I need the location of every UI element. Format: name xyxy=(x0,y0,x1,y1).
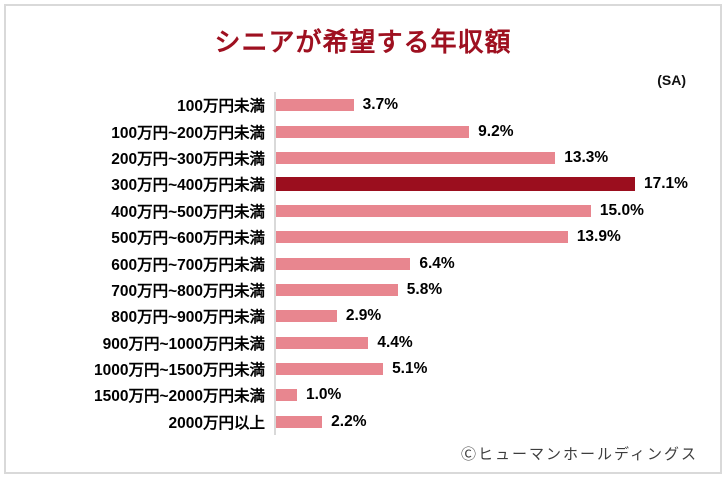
chart-row: 300万円~400万円未満 17.1% xyxy=(6,171,720,198)
category-label: 900万円~1000万円未満 xyxy=(102,335,265,353)
chart-row: 800万円~900万円未満 2.9% xyxy=(6,303,720,330)
bar xyxy=(276,389,297,402)
chart-row: 2000万円以上 2.2% xyxy=(6,408,720,436)
sa-note: (SA) xyxy=(657,72,686,88)
category-label: 700万円~800万円未満 xyxy=(111,282,265,300)
bar-area: 13.3% xyxy=(274,144,720,172)
chart-row: 700万円~800万円未満 5.8% xyxy=(6,276,720,304)
chart-row: 100万円未満 3.7% xyxy=(6,92,720,119)
value-label: 17.1% xyxy=(644,175,688,193)
bar-area: 15.0% xyxy=(274,197,720,224)
bar xyxy=(276,415,323,428)
bar xyxy=(276,363,384,376)
bar-area: 1.0% xyxy=(274,382,720,409)
chart-title: シニアが希望する年収額 xyxy=(214,27,512,57)
value-label: 15.0% xyxy=(599,201,644,219)
value-label: 5.8% xyxy=(406,280,443,298)
value-label: 9.2% xyxy=(478,122,514,140)
bar-area: 6.4% xyxy=(274,250,720,277)
bar xyxy=(276,99,354,112)
chart-row: 400万円~500万円未満 15.0% xyxy=(6,197,720,224)
bar xyxy=(276,310,337,323)
bar-chart: 100万円未満 3.7% 100万円~200万円未満 9.2% 200万円~300万円未… xyxy=(6,92,720,436)
value-label: 5.1% xyxy=(392,360,428,378)
chart-row: 1000万円~1500万円未満 5.1% xyxy=(6,355,720,383)
bar-area: 5.8% xyxy=(274,276,720,304)
value-label: 13.3% xyxy=(564,148,609,166)
bar-area: 2.2% xyxy=(274,408,720,436)
bar xyxy=(276,177,635,192)
bar-area: 5.1% xyxy=(274,355,720,383)
category-label: 100万円~200万円未満 xyxy=(111,124,265,142)
category-label: 400万円~500万円未満 xyxy=(111,203,265,221)
chart-row: 500万円~600万円未満 13.9% xyxy=(6,223,720,251)
bar-area: 17.1% xyxy=(274,171,720,198)
bar-area: 9.2% xyxy=(274,118,720,145)
value-label: 13.9% xyxy=(576,228,621,246)
bar-area: 4.4% xyxy=(274,329,720,356)
value-label: 3.7% xyxy=(362,96,399,114)
bar-area: 2.9% xyxy=(274,303,720,330)
bar-area: 3.7% xyxy=(274,92,720,119)
category-label: 600万円~700万円未満 xyxy=(111,256,265,274)
bar xyxy=(276,151,556,164)
chart-row: 100万円~200万円未満 9.2% xyxy=(6,118,720,145)
copyright-watermark: Ⓒヒューマンホールディングス xyxy=(461,446,698,463)
category-label: 500万円~600万円未満 xyxy=(111,230,265,248)
category-label: 200万円~300万円未満 xyxy=(111,150,265,168)
chart-frame: シニアが希望する年収額 (SA) 100万円未満 3.7% 100万円~200万円未… xyxy=(4,4,722,474)
bar xyxy=(276,336,369,349)
bar xyxy=(276,125,470,138)
bar xyxy=(276,257,411,270)
category-label: 2000万円以上 xyxy=(168,414,265,432)
bar xyxy=(276,283,398,296)
value-label: 6.4% xyxy=(419,254,455,272)
value-label: 1.0% xyxy=(305,386,342,404)
value-label: 2.9% xyxy=(345,307,382,325)
chart-row: 600万円~700万円未満 6.4% xyxy=(6,250,720,277)
chart-row: 1500万円~2000万円未満 1.0% xyxy=(6,382,720,409)
bar xyxy=(276,231,568,244)
chart-row: 200万円~300万円未満 13.3% xyxy=(6,144,720,172)
bar-area: 13.9% xyxy=(274,223,720,251)
category-label: 100万円未満 xyxy=(177,98,265,116)
category-label: 1500万円~2000万円未満 xyxy=(93,388,265,406)
category-label: 800万円~900万円未満 xyxy=(111,309,265,327)
value-label: 2.2% xyxy=(331,412,367,430)
bar xyxy=(276,204,591,217)
category-label: 1000万円~1500万円未満 xyxy=(93,362,265,380)
category-label: 300万円~400万円未満 xyxy=(111,177,265,195)
value-label: 4.4% xyxy=(377,333,413,351)
chart-row: 900万円~1000万円未満 4.4% xyxy=(6,329,720,356)
